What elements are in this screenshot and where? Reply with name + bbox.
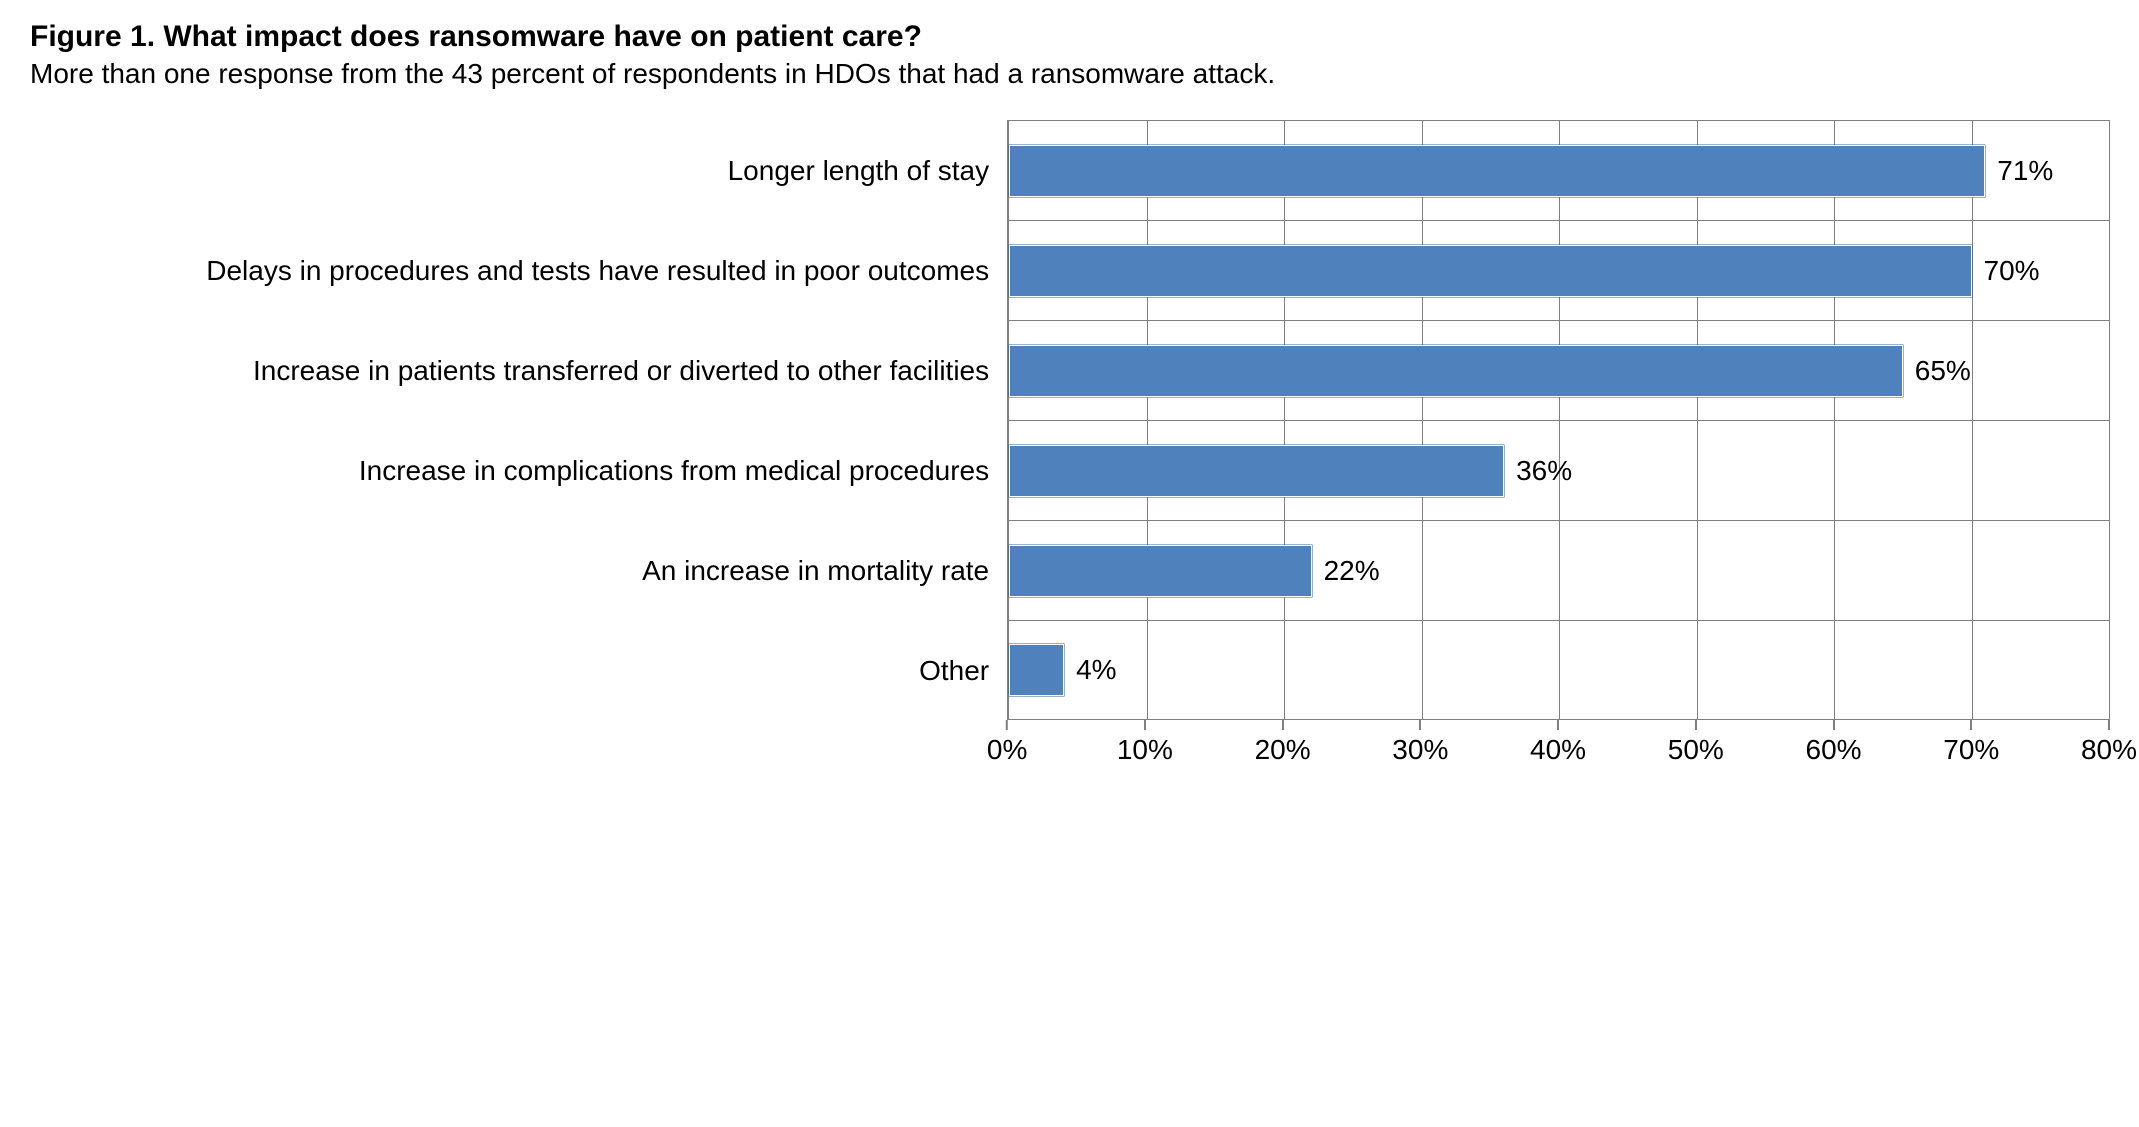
x-tick-mark (1557, 720, 1559, 730)
bar-row: 71% (1009, 120, 2109, 220)
bar-row: 4% (1009, 620, 2109, 720)
x-tick-mark (1419, 720, 1421, 730)
bar (1009, 345, 1903, 397)
x-tick-mark (1144, 720, 1146, 730)
x-tick-label: 60% (1806, 734, 1862, 766)
category-label: Delays in procedures and tests have resu… (30, 253, 1007, 288)
x-tick: 0% (987, 720, 1027, 766)
x-tick-label: 20% (1255, 734, 1311, 766)
x-tick-mark (1970, 720, 1972, 730)
category-label: Increase in complications from medical p… (30, 453, 1007, 488)
x-tick: 20% (1255, 720, 1311, 766)
x-tick-mark (1006, 720, 1008, 730)
x-tick: 10% (1117, 720, 1173, 766)
value-label: 65% (1915, 355, 1971, 387)
figure-title: Figure 1. What impact does ransomware ha… (30, 20, 2109, 54)
plot-area: 71% 70% 65% 36% 22% 4% (1007, 120, 2109, 720)
x-tick-label: 70% (1943, 734, 1999, 766)
x-axis: 0%10%20%30%40%50%60%70%80% (1007, 720, 2109, 770)
x-tick: 40% (1530, 720, 1586, 766)
x-tick: 30% (1392, 720, 1448, 766)
figure-subtitle: More than one response from the 43 perce… (30, 58, 2109, 90)
bar-row: 70% (1009, 220, 2109, 320)
value-label: 22% (1324, 555, 1380, 587)
x-tick: 80% (2081, 720, 2137, 766)
bar (1009, 445, 1504, 497)
category-labels-column: Longer length of stay Delays in procedure… (30, 120, 1007, 720)
bar (1009, 545, 1311, 597)
bar (1009, 245, 1971, 297)
x-tick-mark (1833, 720, 1835, 730)
value-label: 4% (1076, 654, 1116, 686)
x-tick-label: 10% (1117, 734, 1173, 766)
x-tick-label: 0% (987, 734, 1027, 766)
value-label: 70% (1984, 255, 2040, 287)
value-label: 71% (1997, 155, 2053, 187)
bar-chart: Longer length of stay Delays in procedure… (30, 120, 2109, 770)
category-label: Other (30, 653, 1007, 688)
x-tick-mark (1282, 720, 1284, 730)
x-tick-mark (2108, 720, 2110, 730)
x-tick-label: 30% (1392, 734, 1448, 766)
bar (1009, 145, 1985, 197)
category-label: An increase in mortality rate (30, 553, 1007, 588)
x-tick-label: 40% (1530, 734, 1586, 766)
x-tick-label: 80% (2081, 734, 2137, 766)
gridline (2109, 120, 2110, 720)
category-label: Longer length of stay (30, 153, 1007, 188)
value-label: 36% (1516, 455, 1572, 487)
x-tick: 60% (1806, 720, 1862, 766)
bar-row: 36% (1009, 420, 2109, 520)
bar (1009, 644, 1064, 696)
bar-row: 65% (1009, 320, 2109, 420)
x-tick: 70% (1943, 720, 1999, 766)
x-tick-label: 50% (1668, 734, 1724, 766)
x-tick: 50% (1668, 720, 1724, 766)
category-label: Increase in patients transferred or dive… (30, 353, 1007, 388)
bar-row: 22% (1009, 520, 2109, 620)
x-tick-mark (1695, 720, 1697, 730)
